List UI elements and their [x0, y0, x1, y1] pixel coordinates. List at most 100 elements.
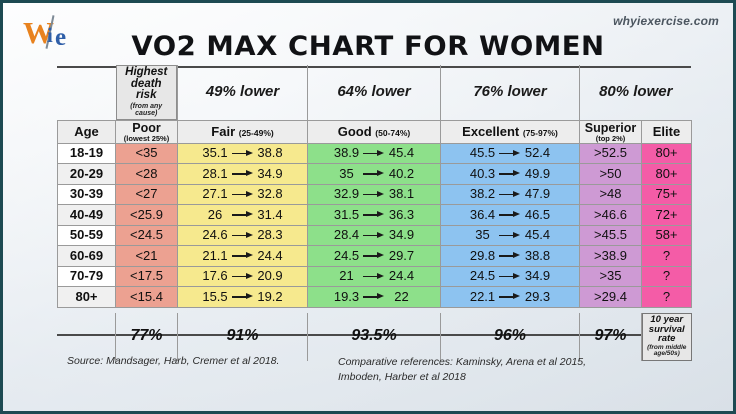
column-header-row: Age Poor (lowest 25%) Fair (25-49%) Good… [57, 119, 692, 144]
cell-good: 35 40.2 [307, 163, 441, 185]
cell-poor: <24.5 [115, 224, 178, 246]
right-arrow-icon [363, 190, 385, 199]
survival-spacer [58, 313, 116, 361]
cell-fair-high: 28.3 [257, 227, 283, 243]
cell-excellent-high: 34.9 [524, 268, 551, 284]
header-superior-label: Superior [584, 120, 637, 135]
right-arrow-icon [363, 169, 385, 178]
header-poor: Poor (lowest 25%) [115, 119, 178, 144]
risk-label-main: Highest death risk [125, 66, 168, 101]
page-title: VO2 MAX CHART FOR WOMEN [131, 31, 605, 62]
cell-age: 30-39 [57, 183, 116, 205]
cell-good-high: 22 [394, 288, 409, 304]
right-arrow-icon [499, 231, 521, 240]
cell-age: 50-59 [57, 224, 116, 246]
right-arrow-icon [499, 149, 521, 158]
cell-good: 31.5 36.3 [307, 204, 441, 226]
right-arrow-icon [499, 292, 521, 301]
cell-good-high: 38.1 [388, 186, 415, 202]
cell-elite: 80+ [641, 163, 692, 185]
right-arrow-icon [363, 251, 385, 260]
header-excellent: Excellent (75-97%) [440, 119, 580, 144]
cell-good: 32.9 38.1 [307, 183, 441, 205]
header-age: Age [57, 119, 116, 144]
header-poor-label: Poor [132, 120, 161, 135]
cell-excellent: 35 45.4 [440, 224, 580, 246]
cell-excellent: 36.4 46.5 [440, 204, 580, 226]
right-arrow-icon [231, 272, 254, 281]
cell-age: 70-79 [57, 265, 116, 287]
cell-fair-low: 17.6 [202, 268, 228, 284]
cell-excellent: 29.8 38.8 [440, 245, 580, 267]
vo2-max-table: Highest death risk (from any cause) 49% … [57, 65, 692, 361]
cell-fair-low: 21.1 [202, 247, 228, 263]
cell-fair-low: 15.5 [202, 288, 228, 304]
cell-excellent: 24.5 34.9 [440, 265, 580, 287]
table-body: 18-19 <35 35.1 38.8 38.9 45.4 45.5 52.4 >52.5 80+… [57, 142, 692, 308]
cell-good-low: 38.9 [333, 145, 360, 161]
cell-good-low: 24.5 [333, 247, 360, 263]
right-arrow-icon [499, 169, 521, 178]
band-64-lower: 64% lower [307, 65, 441, 120]
table-row: 60-69 <21 21.1 24.4 24.5 29.7 29.8 38.8 >38.9? [57, 245, 692, 267]
table-row: 18-19 <35 35.1 38.8 38.9 45.4 45.5 52.4 >52.5 80+ [57, 142, 692, 164]
survival-rate-row: 77% 91% 93.5% 96% 97% 10 year survival r… [58, 313, 692, 361]
header-fair-label: Fair [211, 123, 236, 139]
cell-fair-low: 35.1 [202, 145, 228, 161]
cell-elite: ? [641, 286, 692, 308]
cell-elite: ? [641, 245, 692, 267]
cell-good-high: 45.4 [388, 145, 415, 161]
cell-poor: <35 [115, 142, 178, 164]
cell-excellent: 40.3 49.9 [440, 163, 580, 185]
cell-fair: 15.5 19.2 [177, 286, 308, 308]
site-watermark: whyiexercise.com [613, 14, 719, 28]
right-arrow-icon [231, 169, 254, 178]
cell-fair: 26 31.4 [177, 204, 308, 226]
cell-superior: >29.4 [579, 286, 642, 308]
cell-excellent-low: 38.2 [469, 186, 496, 202]
cell-superior: >52.5 [579, 142, 642, 164]
cell-age: 20-29 [57, 163, 116, 185]
cell-superior: >45.5 [579, 224, 642, 246]
right-arrow-icon [231, 210, 254, 219]
cell-excellent-low: 35 [475, 227, 490, 243]
cell-fair-high: 32.8 [257, 186, 283, 202]
right-arrow-icon [363, 292, 385, 301]
cell-superior: >46.6 [579, 204, 642, 226]
right-arrow-icon [499, 210, 521, 219]
survival-superior: 97% [579, 313, 642, 361]
header-superior: Superior (top 2%) [579, 119, 642, 144]
header-fair-percentile: (25-49%) [238, 127, 274, 138]
risk-label-sub: (from any cause) [130, 102, 163, 117]
band-49-lower: 49% lower [177, 65, 308, 120]
cell-superior: >35 [579, 265, 642, 287]
survival-legend-main: 10 year survival rate [648, 314, 685, 344]
cell-fair: 21.1 24.4 [177, 245, 308, 267]
cell-good-high: 24.4 [388, 268, 415, 284]
cell-good-low: 32.9 [333, 186, 360, 202]
survival-legend-box: 10 year survival rate (from middle age/5… [642, 313, 692, 361]
header-superior-percentile: (top 2%) [595, 134, 626, 143]
cell-fair-high: 19.2 [257, 288, 283, 304]
right-arrow-icon [363, 272, 385, 281]
cell-fair-high: 34.9 [257, 165, 283, 181]
cell-good: 21 24.4 [307, 265, 441, 287]
cell-good-low: 28.4 [333, 227, 360, 243]
table-row: 20-29 <28 28.1 34.9 35 40.2 40.3 49.9 >50 80+ [57, 163, 692, 185]
cell-poor: <21 [115, 245, 178, 267]
survival-poor: 77% [115, 313, 178, 361]
cell-superior: >48 [579, 183, 642, 205]
cell-fair-high: 38.8 [257, 145, 283, 161]
cell-fair: 24.6 28.3 [177, 224, 308, 246]
right-arrow-icon [231, 251, 254, 260]
cell-elite: 72+ [641, 204, 692, 226]
cell-poor: <28 [115, 163, 178, 185]
cell-elite: 80+ [641, 142, 692, 164]
survival-rate-legend: 10 year survival rate (from middle age/5… [641, 313, 692, 361]
cell-poor: <27 [115, 183, 178, 205]
vo2-table-wrapper: Highest death risk (from any cause) 49% … [57, 65, 692, 361]
band-spacer [58, 65, 116, 120]
header-excellent-percentile: (75-97%) [522, 127, 558, 138]
cell-fair-high: 20.9 [257, 268, 283, 284]
cell-excellent-low: 45.5 [469, 145, 496, 161]
